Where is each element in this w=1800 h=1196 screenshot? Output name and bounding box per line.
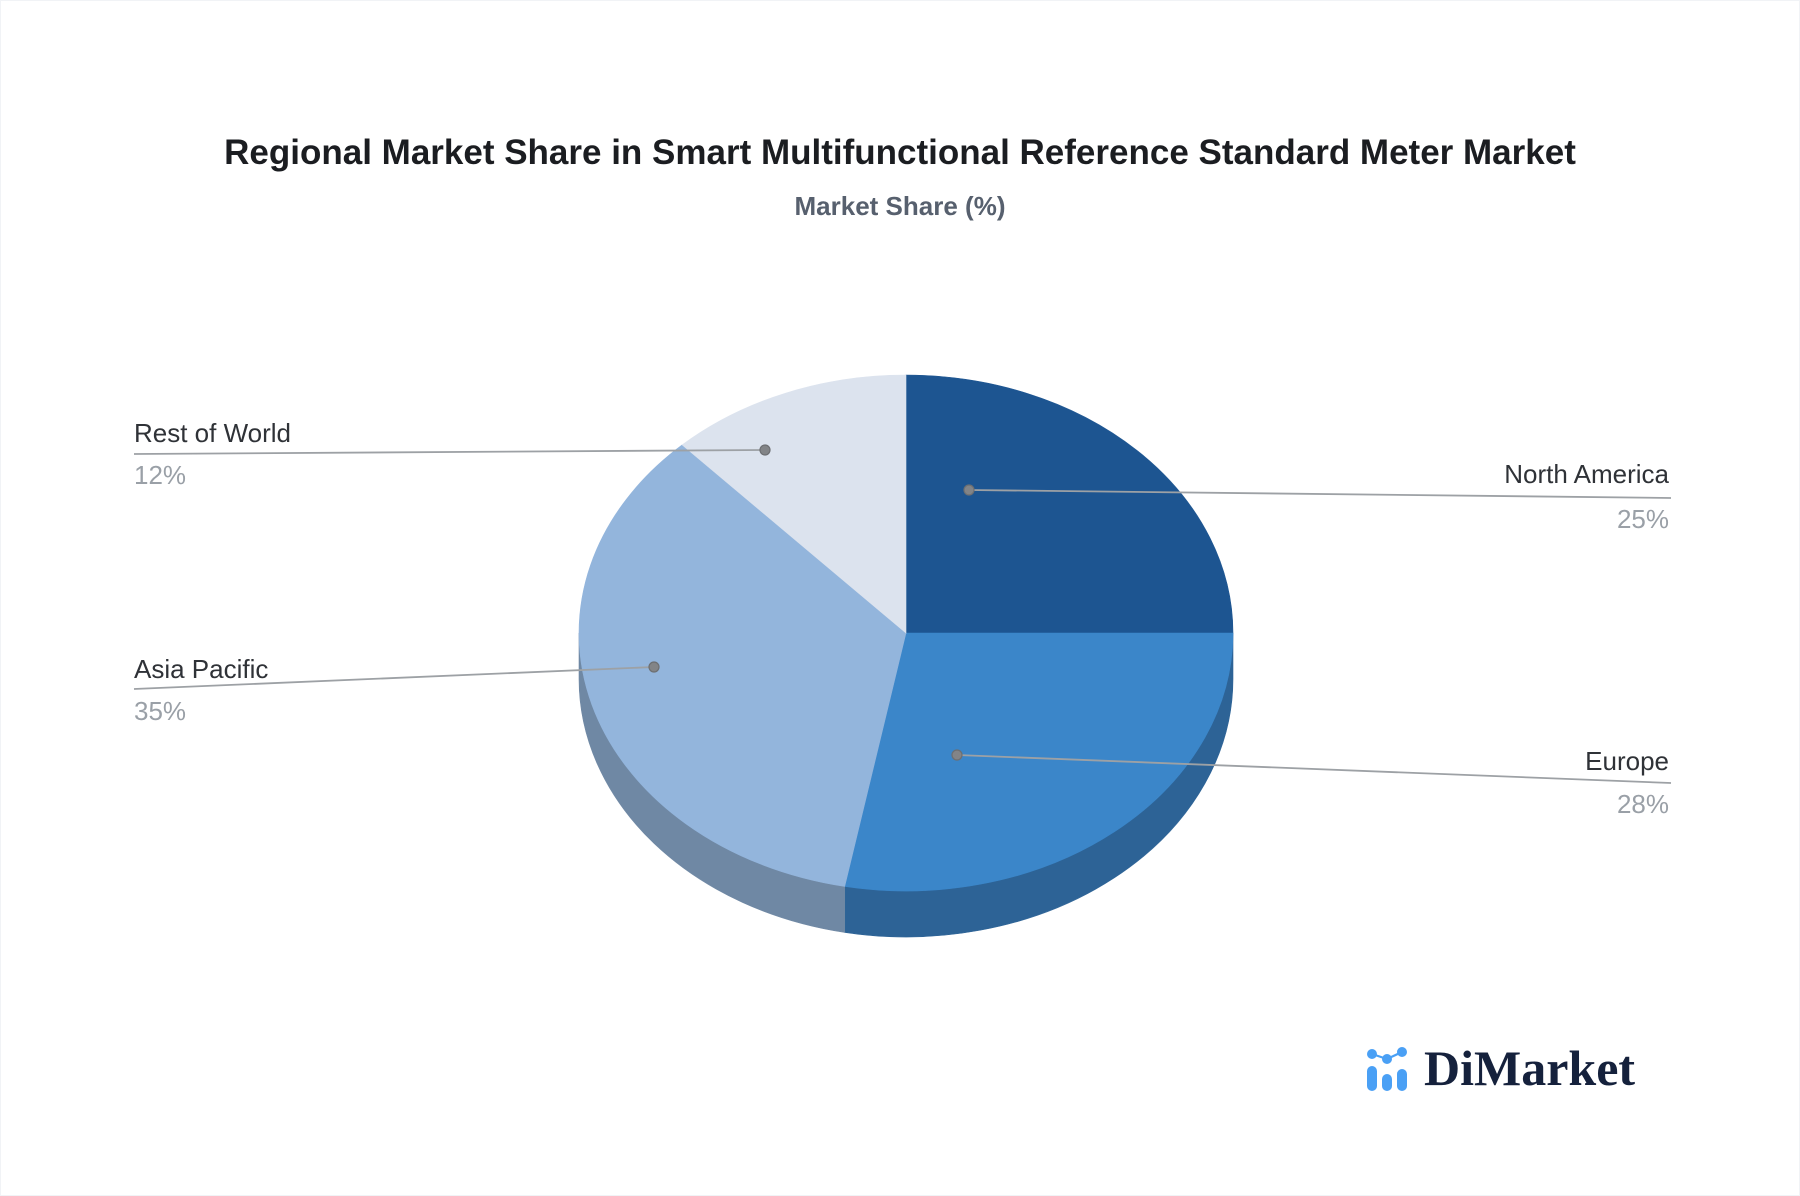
pie-slice-rest-of-world xyxy=(681,374,907,634)
leader-line-asia-pacific xyxy=(133,666,655,690)
callout-label-asia-pacific: Asia Pacific xyxy=(134,654,269,684)
callout-label-rest-of-world: Rest of World xyxy=(134,418,292,448)
logo-dot-0 xyxy=(1367,1049,1377,1059)
callout-value-rest-of-world: 12% xyxy=(134,460,187,490)
callout-value-north-america: 25% xyxy=(1616,504,1669,534)
leader-line-north-america xyxy=(968,489,1672,499)
logo-bar-1 xyxy=(1382,1074,1392,1091)
leader-line-europe xyxy=(956,754,1672,784)
callout-value-europe: 28% xyxy=(1616,789,1669,819)
callout-label-europe: Europe xyxy=(1585,746,1669,776)
logo-bar-0 xyxy=(1367,1066,1377,1091)
leader-line-rest-of-world xyxy=(133,449,766,455)
logo-dot-2 xyxy=(1397,1047,1407,1057)
callout-label-north-america: North America xyxy=(1504,459,1669,489)
bar-line-chart-icon xyxy=(1367,1047,1407,1091)
chart-title: Regional Market Share in Smart Multifunc… xyxy=(224,133,1576,172)
pie-slice-europe xyxy=(844,632,1234,892)
anchor-dot-europe xyxy=(951,749,963,761)
pie-slice-north-america xyxy=(905,374,1234,634)
logo-dot-1 xyxy=(1382,1054,1392,1064)
logo-bar-2 xyxy=(1397,1069,1407,1091)
anchor-dot-north-america xyxy=(963,484,975,496)
brand-logo-text: DiMarket xyxy=(1424,1040,1636,1096)
chart-subtitle: Market Share (%) xyxy=(794,191,1006,221)
callout-value-asia-pacific: 35% xyxy=(134,696,187,726)
anchor-dot-rest-of-world xyxy=(759,444,771,456)
brand-logo: DiMarket xyxy=(1365,1040,1636,1096)
pie-slice-asia-pacific xyxy=(578,444,907,887)
anchor-dot-asia-pacific xyxy=(648,661,660,673)
